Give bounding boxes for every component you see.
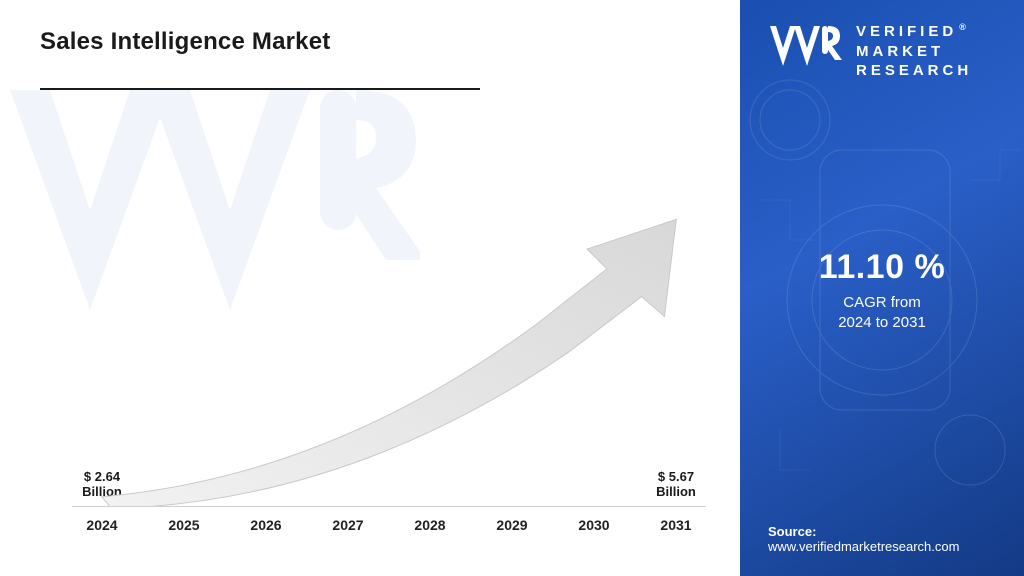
x-category: 2024 — [72, 517, 132, 546]
x-category: 2025 — [154, 517, 214, 546]
title-row: Sales Intelligence Market — [40, 28, 720, 90]
x-axis: 2024 2025 2026 2027 2028 2029 2030 2031 — [72, 506, 706, 546]
bar-chart: $ 2.64Billion$ 5.67Billion 2024202520262… — [72, 150, 706, 546]
brand-text: VERIFIED® MARKET RESEARCH — [856, 22, 972, 81]
registered-mark: ® — [959, 22, 966, 32]
brand-logo: VERIFIED® MARKET RESEARCH — [768, 22, 1002, 81]
bar-value-label: $ 5.67Billion — [656, 470, 696, 500]
cagr-sub-line1: CAGR from — [843, 294, 921, 311]
page-title: Sales Intelligence Market — [40, 28, 720, 56]
source-block: Source: www.verifiedmarketresearch.com — [768, 524, 959, 554]
x-category: 2029 — [482, 517, 542, 546]
logo-mark-icon — [768, 22, 846, 76]
source-url: www.verifiedmarketresearch.com — [768, 539, 959, 554]
x-category: 2026 — [236, 517, 296, 546]
x-category: 2027 — [318, 517, 378, 546]
x-category: 2031 — [646, 517, 706, 546]
brand-line-1: VERIFIED — [856, 23, 957, 40]
brand-line-3: RESEARCH — [856, 62, 972, 79]
cagr-value: 11.10 % — [740, 248, 1024, 287]
bar-value-label: $ 2.64Billion — [82, 470, 122, 500]
x-category: 2028 — [400, 517, 460, 546]
title-underline — [40, 88, 480, 90]
left-panel: Sales Intelligence Market $ 2.64Billion$… — [0, 0, 740, 576]
cagr-sub-line2: 2024 to 2031 — [838, 314, 926, 331]
bars-container: $ 2.64Billion $ 5.67Billion — [72, 150, 706, 506]
right-panel: VERIFIED® MARKET RESEARCH 11.10 % CAGR f… — [740, 0, 1024, 576]
brand-line-2: MARKET — [856, 43, 944, 60]
page: Sales Intelligence Market $ 2.64Billion$… — [0, 0, 1024, 576]
source-label: Source: — [768, 524, 959, 539]
cagr-subtitle: CAGR from 2024 to 2031 — [740, 293, 1024, 334]
cagr-block: 11.10 % CAGR from 2024 to 2031 — [740, 248, 1024, 334]
x-category: 2030 — [564, 517, 624, 546]
